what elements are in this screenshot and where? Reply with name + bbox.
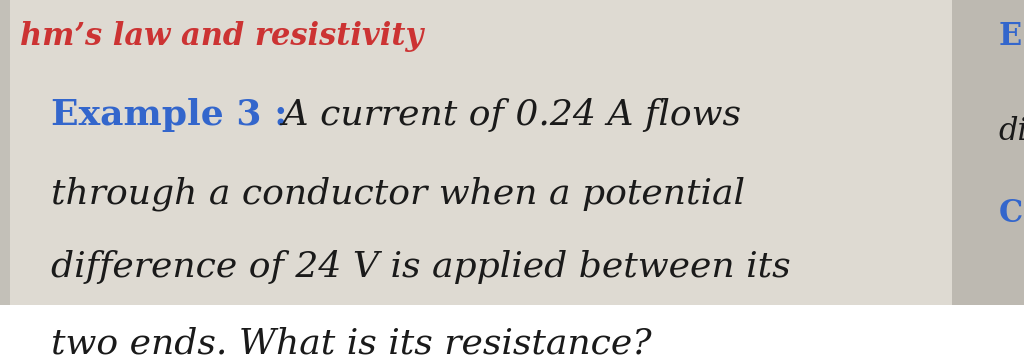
Text: C: C	[998, 198, 1023, 229]
Text: E: E	[998, 21, 1022, 52]
Text: A current of 0.24 A flows: A current of 0.24 A flows	[271, 97, 741, 131]
Text: Example 3 :: Example 3 :	[51, 97, 288, 131]
Text: difference of 24 V is applied between its: difference of 24 V is applied between it…	[51, 250, 791, 284]
Bar	[952, 0, 1024, 305]
Bar	[0, 0, 10, 305]
Text: two ends. What is its resistance?: two ends. What is its resistance?	[51, 326, 652, 358]
Text: through a conductor when a potential: through a conductor when a potential	[51, 177, 745, 211]
Text: hm’s law and resistivity: hm’s law and resistivity	[20, 21, 424, 52]
Text: di: di	[998, 116, 1024, 147]
